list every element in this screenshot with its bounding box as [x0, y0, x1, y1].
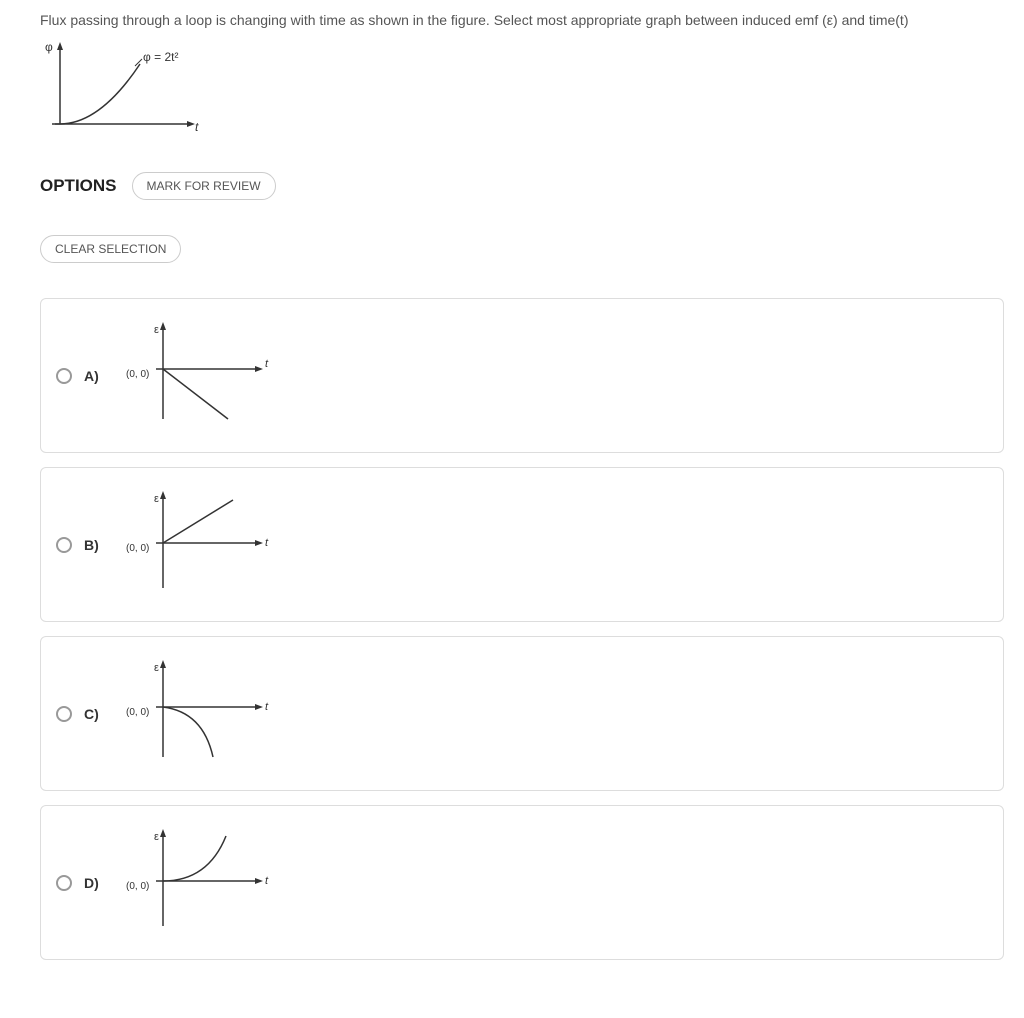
x-axis-label: t — [195, 120, 199, 134]
radio-c[interactable] — [56, 706, 72, 722]
svg-text:(0, 0): (0, 0) — [126, 369, 149, 380]
svg-text:(0, 0): (0, 0) — [126, 543, 149, 554]
question-text: Flux passing through a loop is changing … — [40, 10, 1004, 31]
curve-label: φ = 2t² — [143, 50, 178, 64]
option-d[interactable]: D) ε t (0, 0) — [40, 805, 1004, 960]
svg-text:t: t — [265, 537, 269, 549]
options-title: OPTIONS — [40, 176, 117, 196]
svg-text:ε: ε — [154, 662, 159, 674]
option-a-graph: ε t (0, 0) — [118, 319, 278, 432]
option-d-graph: ε t (0, 0) — [118, 826, 278, 939]
option-c-label: C) — [84, 706, 106, 722]
option-b-label: B) — [84, 537, 106, 553]
option-a[interactable]: A) ε t (0, 0) — [40, 298, 1004, 453]
mark-review-button[interactable]: MARK FOR REVIEW — [132, 172, 276, 200]
svg-text:t: t — [265, 358, 269, 370]
option-a-label: A) — [84, 368, 106, 384]
option-b[interactable]: B) ε t (0, 0) — [40, 467, 1004, 622]
svg-text:ε: ε — [154, 493, 159, 505]
question-figure: φ t φ = 2t² — [40, 39, 1004, 147]
radio-b[interactable] — [56, 537, 72, 553]
svg-text:(0, 0): (0, 0) — [126, 707, 149, 718]
options-header-row: OPTIONS MARK FOR REVIEW — [40, 172, 1004, 200]
svg-text:ε: ε — [154, 324, 159, 336]
svg-text:t: t — [265, 701, 269, 713]
clear-selection-button[interactable]: CLEAR SELECTION — [40, 235, 181, 263]
radio-a[interactable] — [56, 368, 72, 384]
svg-text:t: t — [265, 875, 269, 887]
y-axis-label: φ — [45, 40, 53, 54]
option-b-graph: ε t (0, 0) — [118, 488, 278, 601]
radio-d[interactable] — [56, 875, 72, 891]
svg-text:ε: ε — [154, 831, 159, 843]
option-c-graph: ε t (0, 0) — [118, 657, 278, 770]
option-d-label: D) — [84, 875, 106, 891]
svg-text:(0, 0): (0, 0) — [126, 881, 149, 892]
option-c[interactable]: C) ε t (0, 0) — [40, 636, 1004, 791]
clear-selection-row: CLEAR SELECTION — [40, 235, 1004, 263]
